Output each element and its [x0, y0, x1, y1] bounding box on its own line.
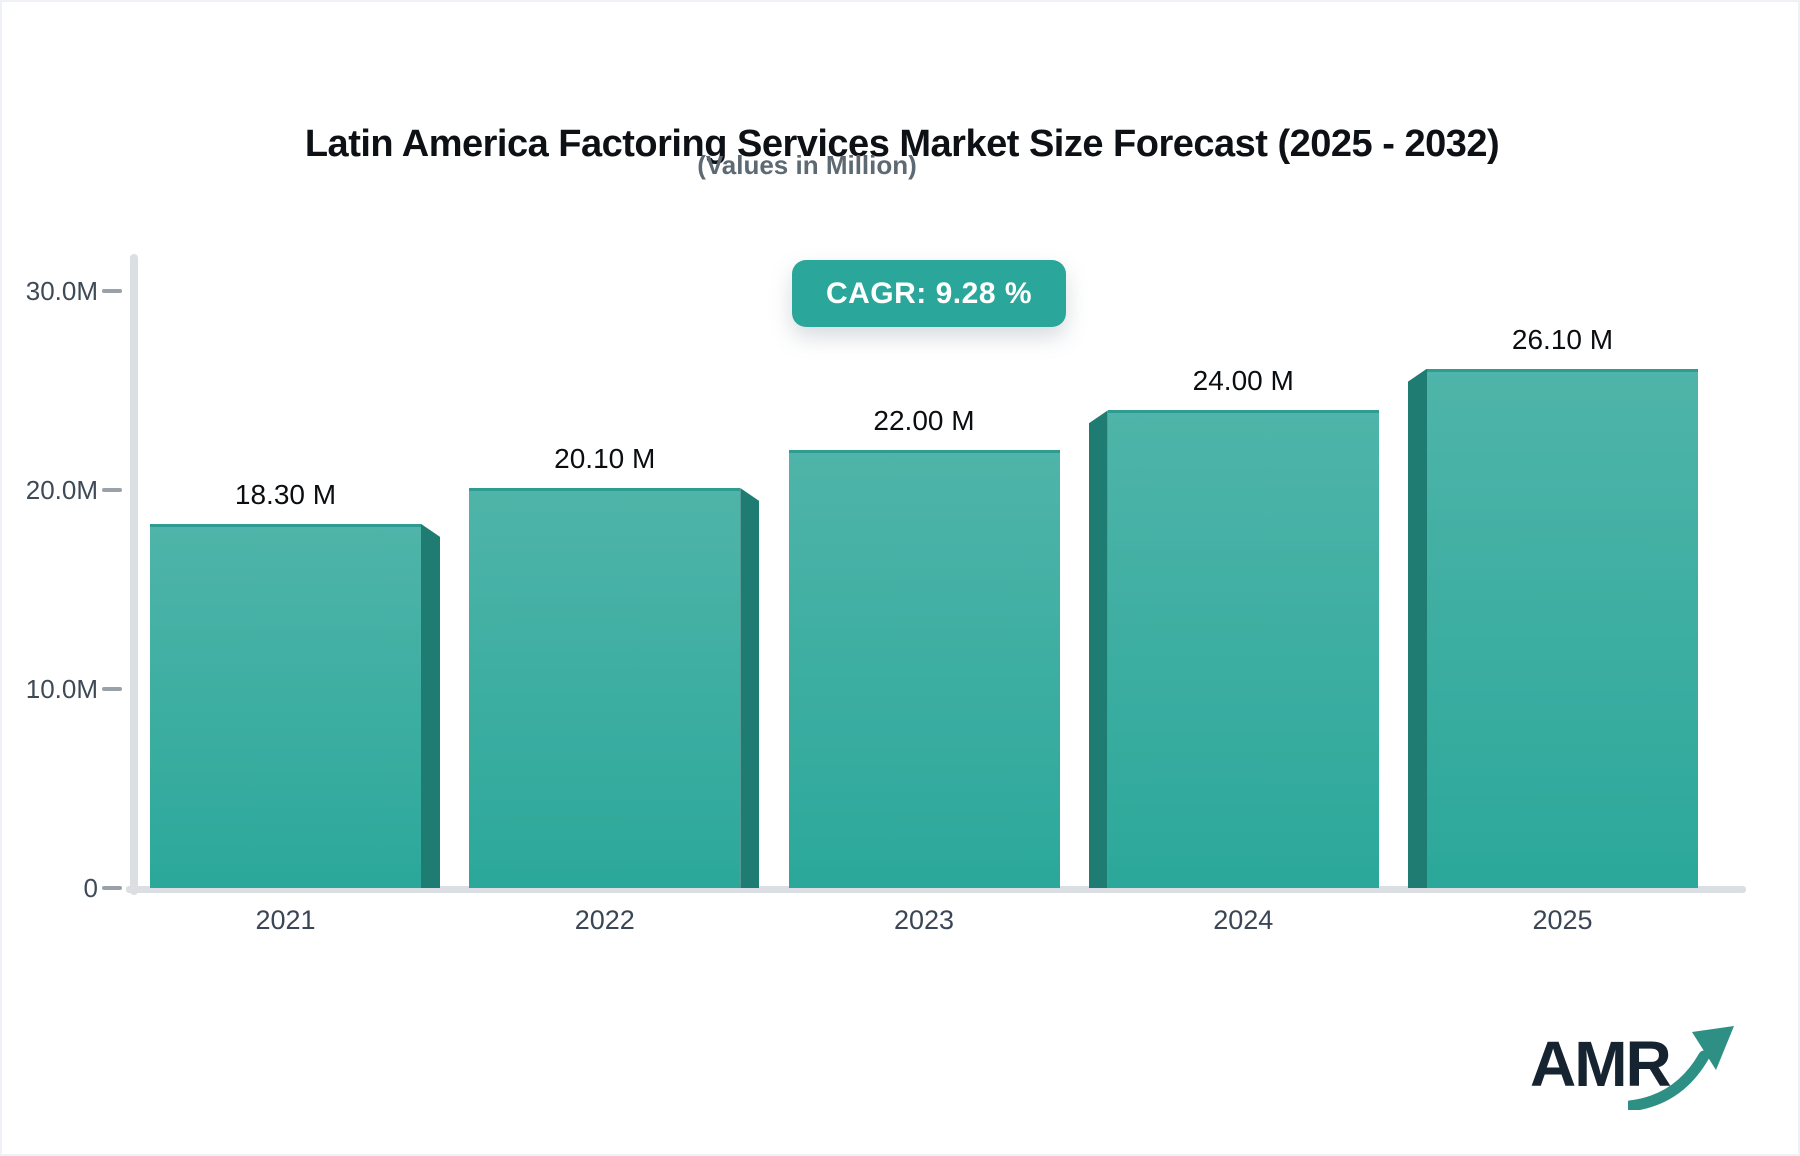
y-axis-tick	[102, 886, 122, 890]
bar-side-face	[421, 523, 440, 888]
y-axis-tick	[102, 289, 122, 293]
bar-value-label: 22.00 M	[873, 405, 975, 437]
bar-2025[interactable]	[1427, 368, 1698, 888]
x-axis-label: 2021	[255, 905, 316, 935]
y-axis-tick	[102, 687, 122, 691]
y-axis-line	[130, 254, 138, 895]
bar-side-face	[1408, 368, 1427, 888]
bar-value-label: 20.10 M	[554, 443, 656, 474]
y-axis-label: 20.0M	[25, 475, 98, 505]
bar-2022[interactable]	[469, 488, 741, 888]
y-axis-tick	[102, 488, 122, 492]
bar-value-label: 26.10 M	[1511, 323, 1614, 355]
x-axis-label: 2023	[893, 905, 955, 935]
chart-subtitle: (Values in Million)	[697, 150, 917, 180]
bar-value-label: 24.00 M	[1192, 365, 1294, 397]
x-axis-label: 2024	[1213, 905, 1274, 935]
bar-2021[interactable]	[150, 523, 421, 888]
x-axis-label: 2025	[1532, 905, 1593, 935]
amr-logo-text: AMR	[1530, 1028, 1672, 1100]
bar-side-face	[1088, 410, 1108, 888]
chart-title: Latin America Factoring Services Market …	[304, 123, 1500, 166]
bar-value-label: 18.30 M	[234, 478, 337, 510]
y-axis-label: 0	[83, 873, 98, 903]
y-axis-label: 30.0M	[25, 276, 98, 306]
bar-2024[interactable]	[1107, 410, 1379, 888]
x-axis-label: 2022	[574, 905, 635, 935]
growth-arrow-icon	[1628, 1026, 1734, 1110]
y-axis-label: 10.0M	[25, 674, 98, 704]
amr-logo: AMR	[1530, 1022, 1760, 1112]
x-axis-line	[126, 886, 1746, 893]
cagr-badge-label: CAGR: 9.28 %	[825, 276, 1033, 310]
bar-side-face	[740, 488, 760, 888]
cagr-badge: CAGR: 9.28 %	[792, 260, 1066, 327]
bar-2023[interactable]	[788, 450, 1060, 888]
